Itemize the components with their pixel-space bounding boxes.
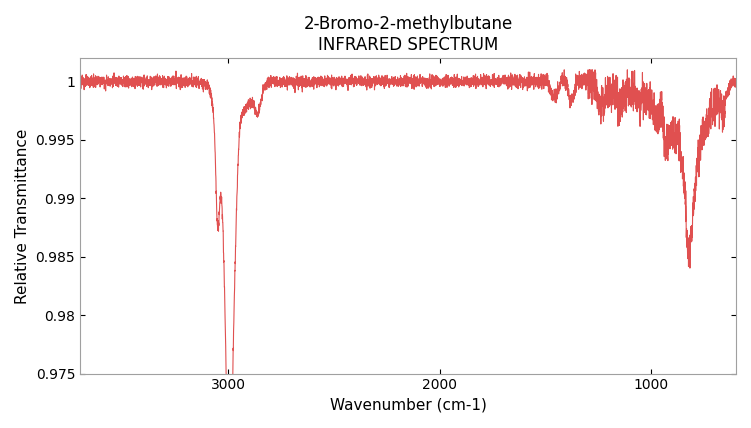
Y-axis label: Relative Transmittance: Relative Transmittance: [15, 128, 30, 303]
Title: 2-Bromo-2-methylbutane
INFRARED SPECTRUM: 2-Bromo-2-methylbutane INFRARED SPECTRUM: [303, 15, 513, 54]
X-axis label: Wavenumber (cm-1): Wavenumber (cm-1): [330, 398, 487, 413]
